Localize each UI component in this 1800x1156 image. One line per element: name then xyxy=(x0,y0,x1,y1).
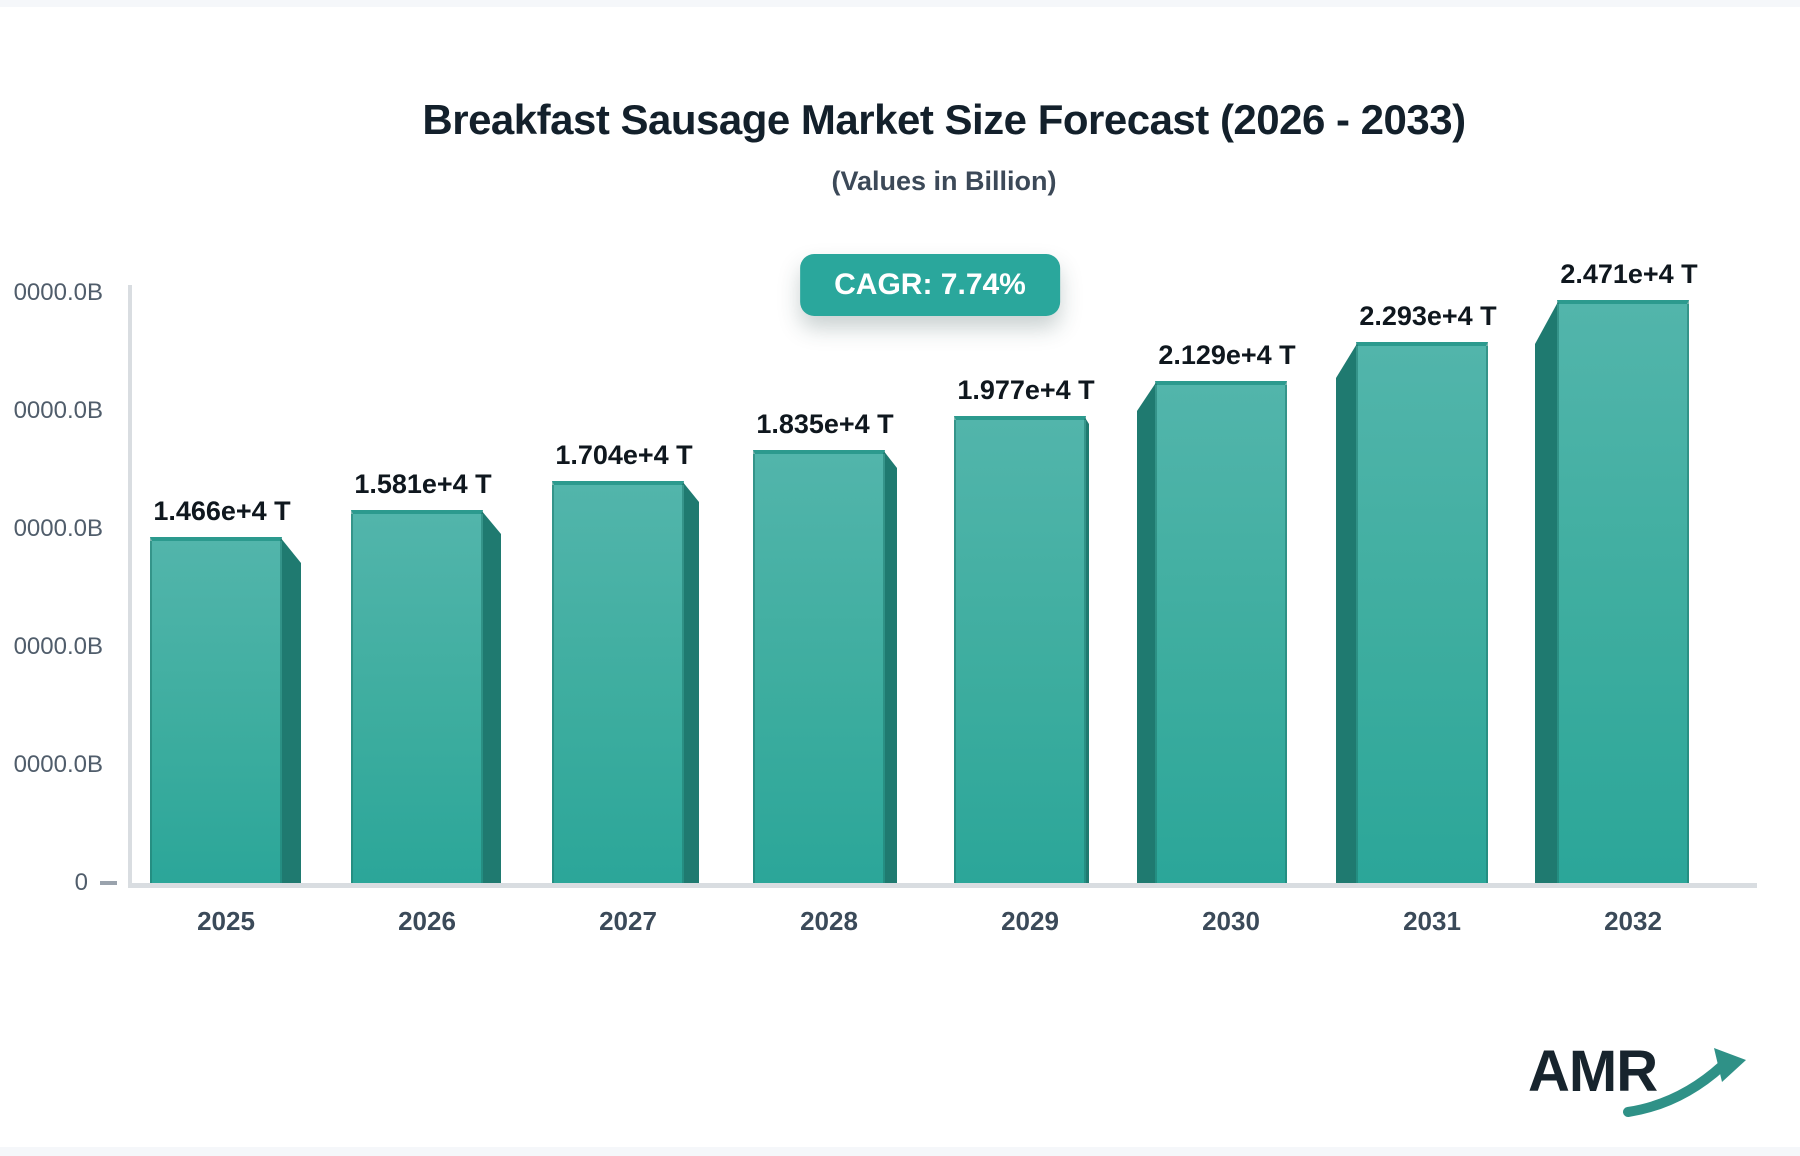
y-axis-tick-label: 0000.0B xyxy=(13,751,103,778)
y-axis-zero-label: 0 xyxy=(74,869,88,896)
bar-side-face xyxy=(1535,300,1559,883)
x-axis-label: 2027 xyxy=(599,906,657,936)
bar-side-face xyxy=(481,510,501,883)
bar-face xyxy=(150,537,282,883)
chart-subtitle: (Values in Billion) xyxy=(831,166,1057,196)
cagr-badge: CAGR: 7.74% xyxy=(800,254,1060,316)
bar-value-label: 2.471e+4 T xyxy=(1560,259,1698,289)
x-axis-label: 2029 xyxy=(1001,906,1059,936)
x-axis-label: 2030 xyxy=(1202,906,1260,936)
bar-value-label: 2.293e+4 T xyxy=(1359,301,1497,331)
chart-title: Breakfast Sausage Market Size Forecast (… xyxy=(422,96,1466,143)
y-axis-tick-label: 0000.0B xyxy=(13,515,103,542)
chart-header: Breakfast Sausage Market Size Forecast (… xyxy=(131,0,1757,197)
bottom-border-strip xyxy=(0,1147,1800,1156)
bar-side-face xyxy=(682,481,699,883)
bar-face xyxy=(1155,381,1287,883)
x-axis-label: 2032 xyxy=(1604,906,1662,936)
x-axis-label: 2028 xyxy=(800,906,858,936)
top-border-strip xyxy=(0,0,1800,7)
y-axis-zero-tick xyxy=(100,881,117,885)
bar-side-face xyxy=(883,450,897,883)
bar-side-face xyxy=(1137,381,1157,883)
bar-face xyxy=(1356,342,1488,883)
bar-value-label: 1.466e+4 T xyxy=(153,496,291,526)
bar-side-face xyxy=(1084,416,1089,883)
x-axis-label: 2025 xyxy=(197,906,255,936)
bar-face xyxy=(351,510,483,883)
y-axis-tick-label: 0000.0B xyxy=(13,397,103,424)
bar-value-label: 1.977e+4 T xyxy=(957,375,1095,405)
bar-face xyxy=(552,481,684,883)
x-axis-label: 2026 xyxy=(398,906,456,936)
bar-face xyxy=(954,416,1086,883)
y-axis-line xyxy=(128,285,132,888)
bar-value-label: 2.129e+4 T xyxy=(1158,340,1296,370)
y-axis-tick-label: 0000.0B xyxy=(13,279,103,306)
growth-arrow-icon xyxy=(1623,1048,1746,1117)
x-axis-baseline xyxy=(128,883,1757,888)
amr-logo: AMR xyxy=(1528,1030,1758,1120)
bar-value-label: 1.704e+4 T xyxy=(555,440,693,470)
bar-value-label: 1.581e+4 T xyxy=(354,469,492,499)
bar-face xyxy=(753,450,885,883)
bar-face xyxy=(1557,300,1689,883)
bar-value-label: 1.835e+4 T xyxy=(756,409,894,439)
x-axis-label: 2031 xyxy=(1403,906,1461,936)
amr-logo-text: AMR xyxy=(1528,1039,1658,1104)
bar-side-face xyxy=(1336,342,1358,883)
y-axis-tick-label: 0000.0B xyxy=(13,633,103,660)
bar-side-face xyxy=(280,537,301,883)
